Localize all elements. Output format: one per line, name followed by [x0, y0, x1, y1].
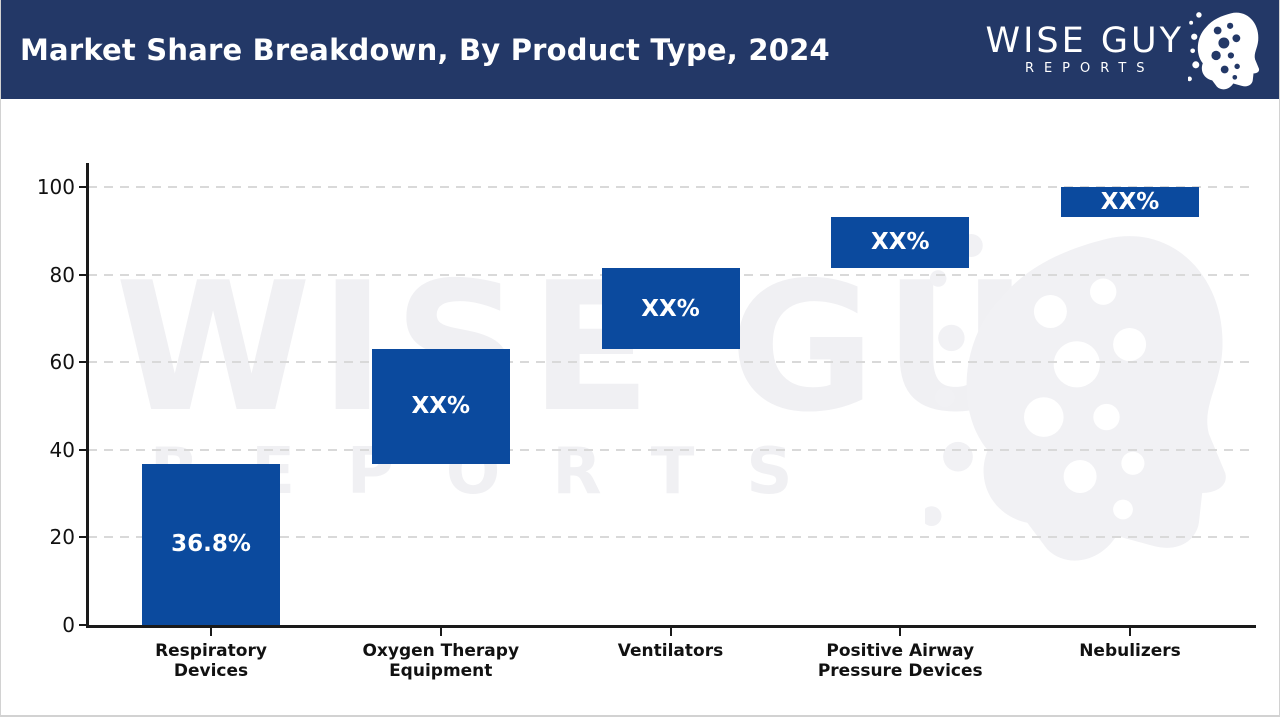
- x-tick: [1129, 628, 1131, 636]
- x-axis-line: [86, 625, 1256, 628]
- logo-wordmark: WISE GUY: [985, 20, 1184, 61]
- x-tick: [210, 628, 212, 636]
- y-tick-label: 40: [49, 437, 75, 462]
- bar-value-label: XX%: [1100, 188, 1160, 215]
- x-tick: [669, 628, 672, 636]
- y-axis-line: [86, 163, 89, 628]
- category-label-line: Devices: [173, 661, 249, 681]
- y-tick: [79, 361, 87, 364]
- bar-segment: XX%: [371, 349, 510, 464]
- bar-segment: XX%: [1061, 187, 1199, 217]
- x-axis-category-label: Ventilators: [556, 641, 786, 661]
- y-gridline: [88, 361, 1256, 364]
- wiseguy-logo: WISE GUY REPORTS: [985, 6, 1280, 94]
- y-tick: [79, 186, 87, 188]
- y-tick-label: 0: [62, 613, 75, 637]
- category-label-line: Pressure Devices: [817, 661, 983, 681]
- y-tick: [79, 536, 87, 539]
- x-tick: [899, 628, 902, 636]
- y-tick: [79, 273, 87, 276]
- y-gridline: [88, 448, 1256, 451]
- bar-segment: 36.8%: [142, 463, 280, 625]
- wiseguy-head-icon: [1188, 11, 1260, 89]
- category-label-line: Respiratory: [155, 641, 267, 661]
- category-label-line: Ventilators: [617, 641, 724, 661]
- category-label-line: Nebulizers: [1079, 641, 1181, 661]
- y-tick-label: 100: [36, 175, 75, 199]
- logo-subtitle: REPORTS: [1024, 60, 1155, 76]
- bar-segment: XX%: [831, 216, 970, 269]
- y-tick-label: 20: [49, 525, 75, 550]
- chart-title: Market Share Breakdown, By Product Type,…: [20, 32, 830, 67]
- y-tick: [79, 448, 87, 451]
- bar-segment: XX%: [601, 268, 740, 350]
- x-axis-category-label: Oxygen Therapy Equipment: [326, 641, 556, 681]
- y-tick-label: 60: [49, 350, 75, 375]
- x-axis-category-label: Positive Airway Pressure Devices: [785, 641, 1015, 681]
- header-banner: Market Share Breakdown, By Product Type,…: [0, 0, 1280, 99]
- bar-value-label: XX%: [870, 229, 930, 256]
- category-label-line: Oxygen Therapy: [362, 641, 520, 661]
- x-tick: [439, 628, 442, 636]
- x-axis-category-label: Nebulizers: [1015, 641, 1245, 661]
- category-label-line: Positive Airway: [826, 641, 975, 661]
- y-tick: [79, 624, 87, 626]
- x-axis-category-label: Respiratory Devices: [96, 641, 326, 681]
- y-gridline: [88, 536, 1256, 539]
- category-label-line: Equipment: [389, 661, 493, 681]
- bar-value-label: 36.8%: [171, 531, 251, 558]
- wiseguy-logo-text: WISE GUY REPORTS: [985, 23, 1184, 77]
- bar-value-label: XX%: [411, 393, 470, 420]
- y-tick-label: 80: [49, 262, 75, 287]
- bar-value-label: XX%: [641, 295, 700, 322]
- y-gridline: [88, 186, 1256, 188]
